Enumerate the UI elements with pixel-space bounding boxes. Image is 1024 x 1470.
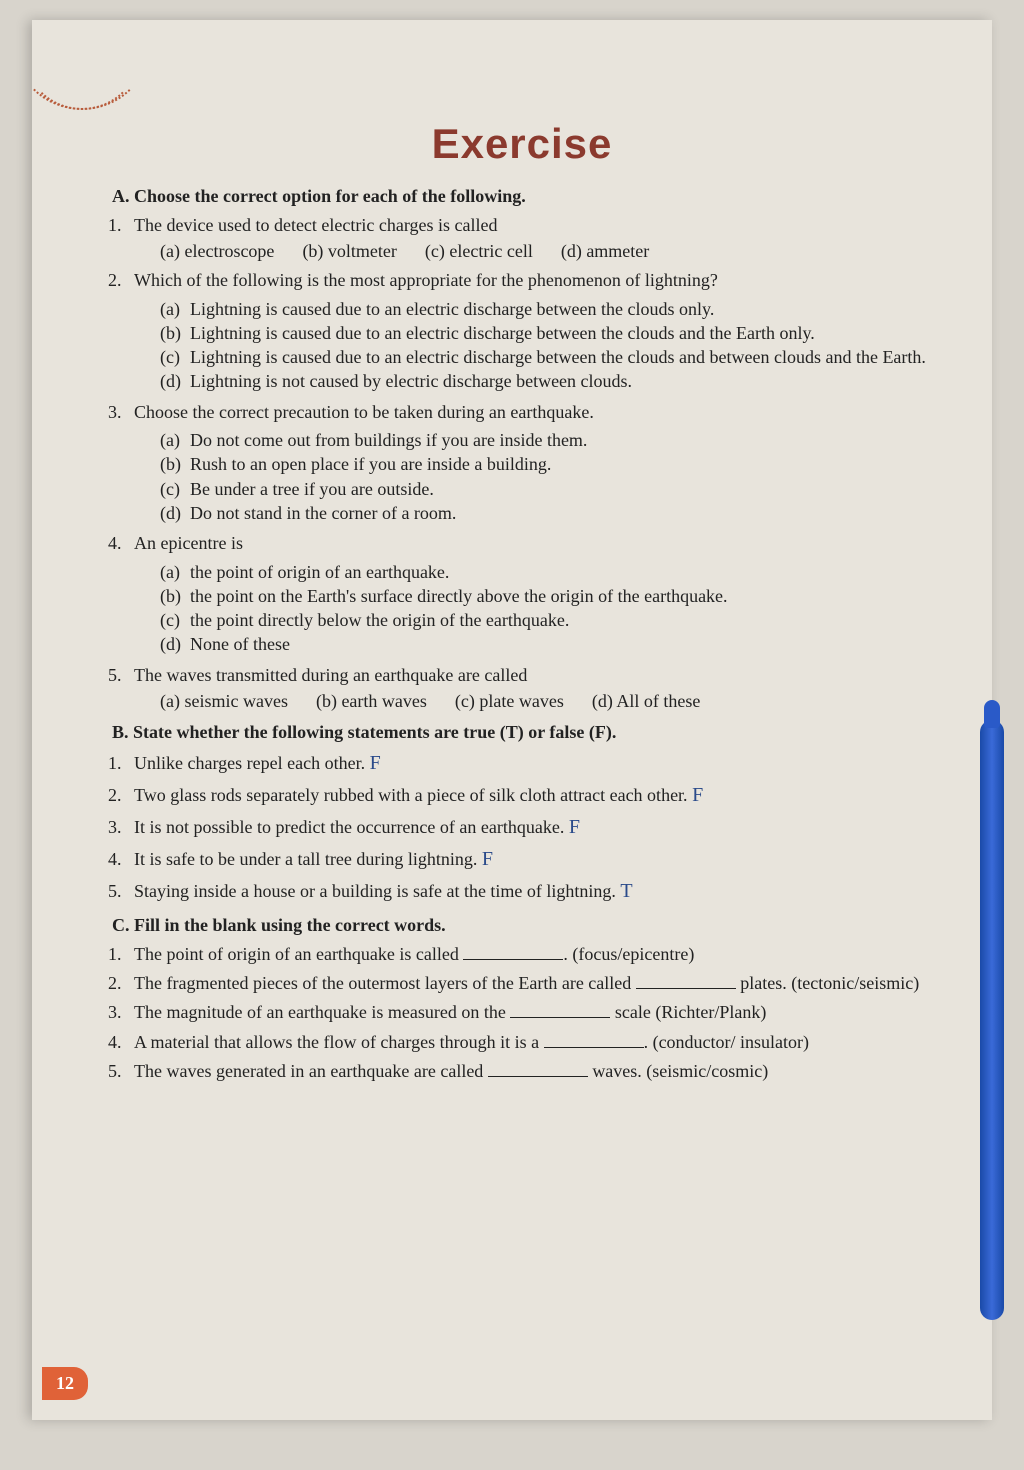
question: 2.Which of the following is the most app… <box>134 268 932 292</box>
handwritten-mark: F <box>569 816 580 838</box>
true-false-item: 4.It is safe to be under a tall tree dur… <box>134 845 932 873</box>
corner-decoration <box>52 40 232 140</box>
item-number: 2. <box>108 783 134 808</box>
true-false-item: 1.Unlike charges repel each other. F <box>134 749 932 777</box>
option: (d)Do not stand in the corner of a room. <box>160 501 932 525</box>
option-label: (b) <box>160 452 190 476</box>
question-number: 4. <box>108 531 134 555</box>
fill-blank-item: 5.The waves generated in an earthquake a… <box>134 1059 932 1084</box>
option-label: (d) <box>160 369 190 393</box>
section-a-heading: A. Choose the correct option for each of… <box>112 186 932 207</box>
option-label: (a) <box>160 428 190 452</box>
option-label: (c) <box>160 608 190 632</box>
question-number: 2. <box>108 268 134 292</box>
section-b-body: 1.Unlike charges repel each other. F 2.Tw… <box>112 749 932 905</box>
true-false-item: 5.Staying inside a house or a building i… <box>134 877 932 905</box>
option: (c)the point directly below the origin o… <box>160 608 932 632</box>
option-label: (d) <box>160 501 190 525</box>
page-number-badge: 12 <box>42 1367 88 1400</box>
option: (a) electroscope <box>160 241 274 261</box>
item-number: 4. <box>108 847 134 872</box>
worksheet-page: Exercise A. Choose the correct option fo… <box>32 20 992 1420</box>
question-number: 3. <box>108 400 134 424</box>
item-number: 5. <box>108 879 134 904</box>
option-label: (d) <box>160 632 190 656</box>
option: (b) voltmeter <box>302 241 396 261</box>
option: (a)the point of origin of an earthquake. <box>160 560 932 584</box>
option: (b)the point on the Earth's surface dire… <box>160 584 932 608</box>
option: (a)Lightning is caused due to an electri… <box>160 297 932 321</box>
option: (d)Lightning is not caused by electric d… <box>160 369 932 393</box>
option: (b) earth waves <box>316 691 427 711</box>
option-label: (b) <box>160 584 190 608</box>
option-label: (a) <box>160 297 190 321</box>
item-number: 3. <box>108 1000 134 1025</box>
fill-blank-item: 2.The fragmented pieces of the outermost… <box>134 971 932 996</box>
question: 1.The device used to detect electric cha… <box>134 213 932 237</box>
option-label: (a) <box>160 560 190 584</box>
handwritten-mark: F <box>482 848 493 870</box>
options-row: (a) electroscope (b) voltmeter (c) electri… <box>160 241 932 262</box>
option: (d) ammeter <box>561 241 649 261</box>
options-row: (a) seismic waves (b) earth waves (c) plat… <box>160 691 932 712</box>
fill-blank-item: 3.The magnitude of an earthquake is meas… <box>134 1000 932 1025</box>
fill-blank-item: 4.A material that allows the flow of cha… <box>134 1030 932 1055</box>
question: 5.The waves transmitted during an earthq… <box>134 663 932 687</box>
pen-overlay <box>980 720 1004 1320</box>
blank-line <box>544 1030 644 1048</box>
item-number: 3. <box>108 815 134 840</box>
blank-line <box>636 971 736 989</box>
question-number: 5. <box>108 663 134 687</box>
option: (c) plate waves <box>455 691 564 711</box>
blank-line <box>488 1059 588 1077</box>
item-number: 1. <box>108 751 134 776</box>
option: (d) All of these <box>592 691 700 711</box>
item-number: 1. <box>108 942 134 967</box>
section-b-heading: B. State whether the following statement… <box>112 722 932 743</box>
handwritten-mark: F <box>370 752 381 774</box>
item-number: 2. <box>108 971 134 996</box>
item-number: 5. <box>108 1059 134 1084</box>
option: (c) electric cell <box>425 241 533 261</box>
handwritten-mark: T <box>620 880 632 902</box>
true-false-item: 2.Two glass rods separately rubbed with … <box>134 781 932 809</box>
option: (d)None of these <box>160 632 932 656</box>
option: (a)Do not come out from buildings if you… <box>160 428 932 452</box>
page-title: Exercise <box>112 120 932 168</box>
true-false-item: 3.It is not possible to predict the occu… <box>134 813 932 841</box>
section-a-body: 1.The device used to detect electric cha… <box>112 213 932 712</box>
item-number: 4. <box>108 1030 134 1055</box>
question-number: 1. <box>108 213 134 237</box>
option: (b)Lightning is caused due to an electri… <box>160 321 932 345</box>
section-c-heading: C. Fill in the blank using the correct w… <box>112 915 932 936</box>
section-c-body: 1.The point of origin of an earthquake i… <box>112 942 932 1084</box>
question: 3.Choose the correct precaution to be ta… <box>134 400 932 424</box>
option: (c)Lightning is caused due to an electri… <box>160 345 932 369</box>
question: 4.An epicentre is <box>134 531 932 555</box>
option-label: (c) <box>160 477 190 501</box>
option: (c)Be under a tree if you are outside. <box>160 477 932 501</box>
handwritten-mark: F <box>692 784 703 806</box>
option: (a) seismic waves <box>160 691 288 711</box>
option-label: (b) <box>160 321 190 345</box>
option: (b)Rush to an open place if you are insi… <box>160 452 932 476</box>
blank-line <box>463 942 563 960</box>
blank-line <box>510 1000 610 1018</box>
fill-blank-item: 1.The point of origin of an earthquake i… <box>134 942 932 967</box>
option-label: (c) <box>160 345 190 369</box>
